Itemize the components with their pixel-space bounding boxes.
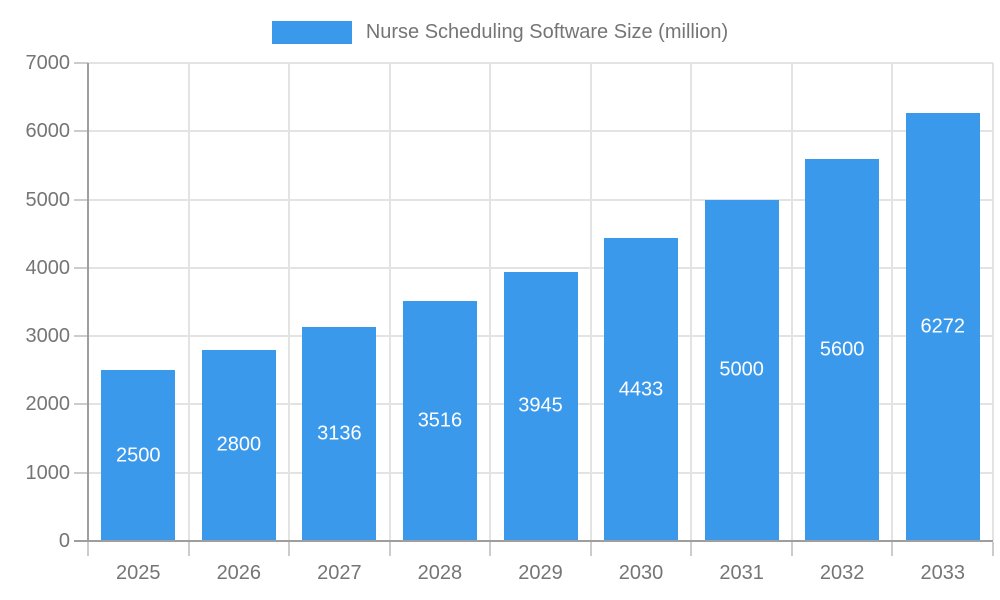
y-tick-mark [74,198,88,201]
y-tick-label: 1000 [25,461,71,484]
x-gridline [187,63,190,541]
x-tick-mark [992,542,994,556]
x-tick-label: 2032 [819,562,865,584]
y-gridline [88,130,993,133]
y-tick-label: 0 [58,530,70,552]
bar[interactable]: 3516 [402,300,477,541]
x-tick-mark [891,542,894,556]
legend: Nurse Scheduling Software Size (million) [0,18,1000,46]
y-tick-label: 4000 [25,256,71,279]
x-tick-label: 2033 [920,562,965,584]
y-tick-label: 7000 [25,52,71,74]
bar-value-label: 6272 [920,315,965,338]
y-tick-mark [74,471,88,474]
x-tick-mark [489,542,492,556]
x-tick-mark [288,542,291,556]
x-tick-mark [790,542,793,556]
bar[interactable]: 6272 [905,112,980,541]
bar-value-label: 3136 [317,422,362,445]
bar-value-label: 3945 [518,394,563,417]
bar[interactable]: 5000 [704,199,779,541]
x-tick-label: 2028 [417,562,463,584]
legend-label[interactable]: Nurse Scheduling Software Size (million) [365,20,729,43]
y-tick-label: 2000 [25,393,71,416]
x-gridline [891,63,894,541]
bar-value-label: 5600 [819,338,865,361]
bar[interactable]: 2500 [101,370,176,541]
x-tick-label: 2027 [317,562,362,584]
x-tick-mark [87,542,89,556]
x-gridline [992,63,994,541]
y-tick-label: 6000 [25,120,71,143]
x-axis-line [74,540,993,542]
y-gridline [88,62,993,64]
bar-value-label: 5000 [719,358,764,381]
x-gridline [690,63,693,541]
x-tick-label: 2031 [719,562,764,584]
y-tick-mark [74,335,88,338]
x-tick-mark [589,542,592,556]
x-tick-mark [690,542,693,556]
y-axis-line [87,63,89,556]
y-tick-label: 5000 [25,188,71,211]
y-tick-label: 3000 [25,325,71,348]
x-gridline [388,63,391,541]
x-tick-label: 2030 [618,562,664,584]
legend-swatch[interactable] [271,20,352,44]
bar-value-label: 2500 [116,444,161,467]
x-tick-label: 2026 [216,562,262,584]
bar-value-label: 4433 [618,378,664,401]
bar-value-label: 2800 [216,433,262,456]
x-gridline [589,63,592,541]
bar[interactable]: 3136 [302,326,377,541]
y-tick-mark [74,62,88,64]
y-tick-mark [74,266,88,269]
bar[interactable]: 3945 [503,271,578,541]
bar[interactable]: 5600 [805,158,880,541]
x-tick-label: 2029 [518,562,563,584]
bar[interactable]: 4433 [604,238,679,541]
y-tick-mark [74,130,88,133]
x-tick-mark [388,542,391,556]
x-tick-label: 2025 [116,562,161,584]
x-gridline [790,63,793,541]
y-gridline [88,266,993,269]
x-gridline [489,63,492,541]
x-tick-mark [187,542,190,556]
y-tick-mark [74,403,88,406]
bar-value-label: 3516 [417,409,463,432]
bar[interactable]: 2800 [201,349,276,541]
y-gridline [88,198,993,201]
x-gridline [288,63,291,541]
